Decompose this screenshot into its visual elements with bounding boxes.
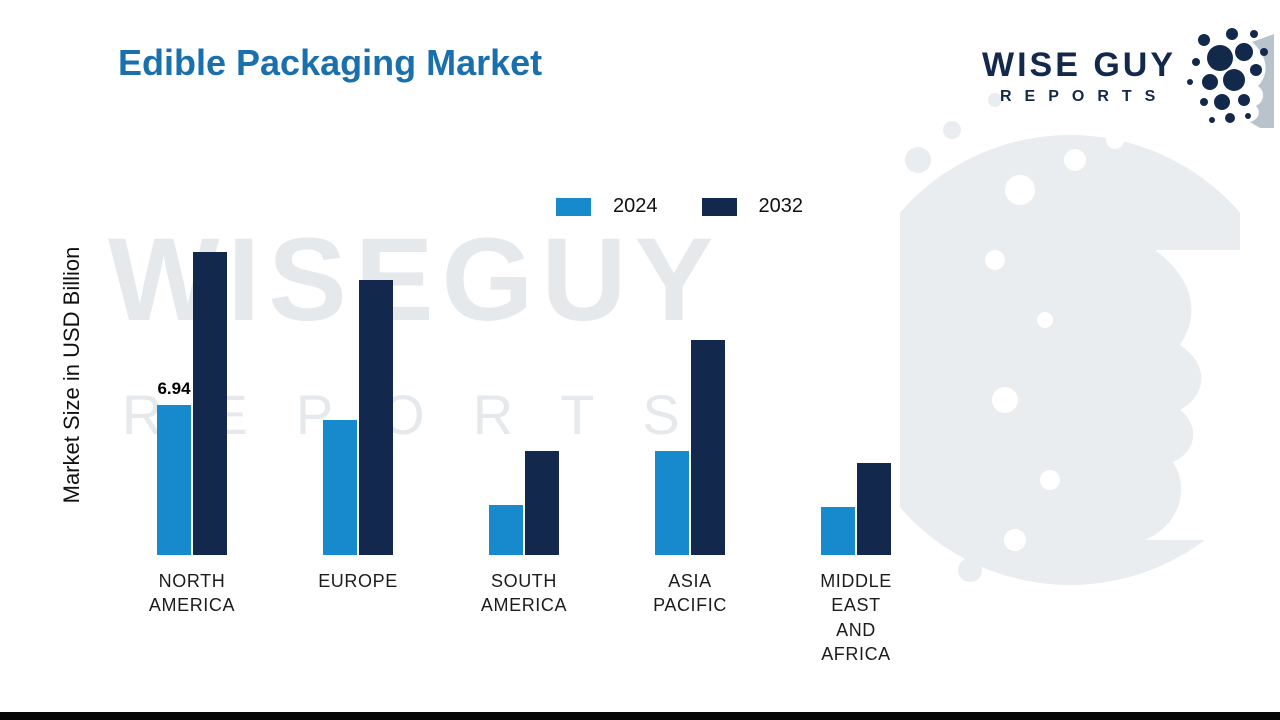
y-axis-label: Market Size in USD Billion bbox=[59, 246, 84, 504]
bar-2032 bbox=[193, 252, 227, 555]
category-label: ASIA PACIFIC bbox=[653, 571, 727, 616]
legend-swatch-2024 bbox=[556, 197, 591, 216]
bar-2032 bbox=[857, 463, 891, 555]
bar-value-label: 6.94 bbox=[157, 379, 191, 398]
bar-group: SOUTH AMERICA bbox=[444, 230, 604, 666]
bar-2024 bbox=[489, 505, 523, 555]
bar-group: EUROPE bbox=[278, 230, 438, 666]
bar-2032 bbox=[525, 451, 559, 555]
bar-2032 bbox=[359, 280, 393, 555]
bar-pair: 6.94 bbox=[157, 230, 227, 555]
category-label: NORTH AMERICA bbox=[148, 571, 236, 616]
logo-subtext: REPORTS bbox=[1000, 88, 1169, 105]
category-label: MIDDLE EAST AND AFRICA bbox=[820, 571, 892, 664]
bar-2024 bbox=[323, 420, 357, 555]
legend-item-2032: 2032 bbox=[701, 195, 804, 218]
legend-swatch-2032 bbox=[701, 197, 737, 216]
page-title: Edible Packaging Market bbox=[118, 42, 543, 83]
bar-2024 bbox=[821, 507, 855, 555]
bar-group: MIDDLE EAST AND AFRICA bbox=[776, 230, 936, 666]
bar-group: 6.94 NORTH AMERICA bbox=[112, 230, 272, 666]
legend-label-2024: 2024 bbox=[613, 195, 658, 217]
category-label: SOUTH AMERICA bbox=[480, 571, 568, 616]
bar-pair bbox=[323, 230, 393, 555]
bar-pair bbox=[655, 230, 725, 555]
category-label: EUROPE bbox=[318, 571, 398, 591]
bar-pair bbox=[489, 230, 559, 555]
bar-2032 bbox=[691, 340, 725, 555]
legend-label-2032: 2032 bbox=[758, 195, 804, 217]
bottom-bar bbox=[0, 712, 1280, 720]
bar-group: ASIA PACIFIC bbox=[610, 230, 770, 666]
logo-head-icon bbox=[1187, 28, 1274, 128]
bar-pair bbox=[821, 230, 891, 555]
logo-wordmark: WISE GUY bbox=[982, 46, 1177, 84]
legend: 2024 2032 bbox=[556, 195, 803, 218]
legend-item-2024: 2024 bbox=[556, 195, 658, 218]
bar-2024 bbox=[655, 451, 689, 555]
chart-groups: 6.94 NORTH AMERICA EUROPE SOUTH AMERICA ASIA… bbox=[112, 230, 936, 666]
decorative-head-graphic bbox=[900, 93, 1240, 585]
bar-2024: 6.94 bbox=[157, 379, 191, 555]
